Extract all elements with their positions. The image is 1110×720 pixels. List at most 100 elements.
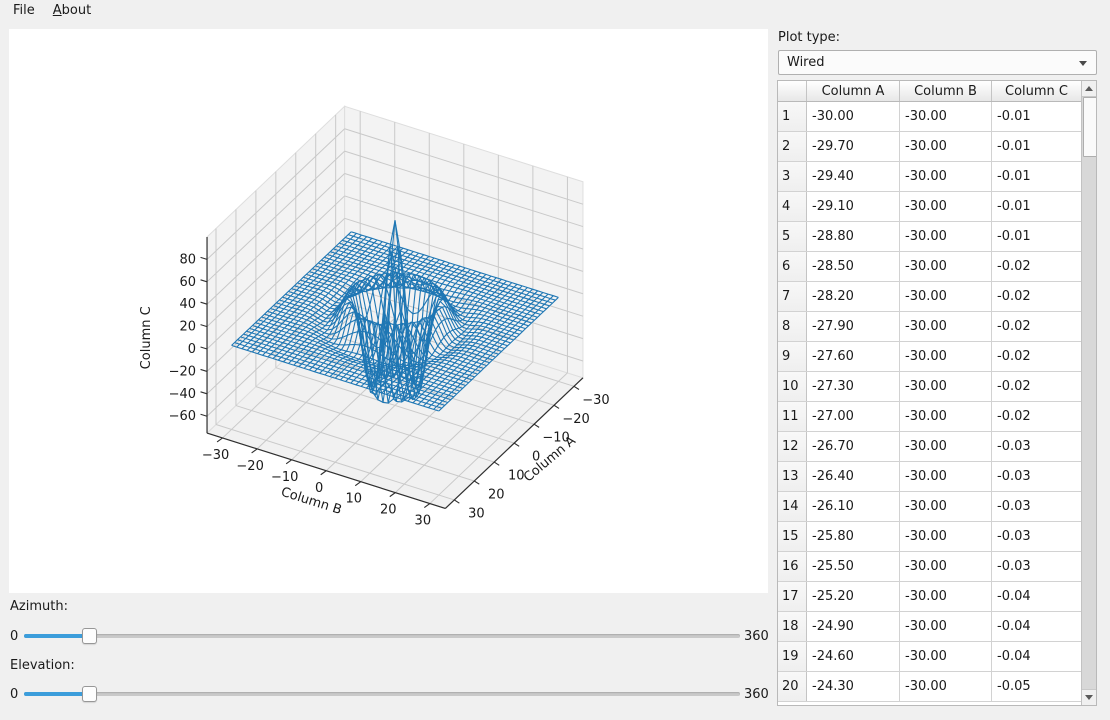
row-number-cell[interactable]: 20 bbox=[778, 672, 807, 701]
cell-column-a[interactable]: -26.70 bbox=[807, 432, 900, 461]
cell-column-c[interactable]: -0.03 bbox=[997, 529, 1031, 544]
cell-column-b[interactable]: -30.00 bbox=[900, 402, 992, 431]
row-number-cell[interactable]: 15 bbox=[778, 522, 807, 551]
cell-column-a[interactable]: -25.80 bbox=[807, 522, 900, 551]
cell-column-b[interactable]: -30.00 bbox=[900, 462, 992, 491]
row-number-cell[interactable]: 9 bbox=[778, 342, 807, 371]
cell-column-b[interactable]: -30.00 bbox=[900, 102, 992, 131]
cell-column-a[interactable]: -28.20 bbox=[807, 282, 900, 311]
row-number-cell[interactable]: 13 bbox=[778, 462, 807, 491]
row-number-cell[interactable]: 11 bbox=[778, 402, 807, 431]
cell-column-a[interactable]: -28.50 bbox=[807, 252, 900, 281]
cell-column-b[interactable]: -30.00 bbox=[900, 192, 992, 221]
column-b-header[interactable]: Column B bbox=[900, 81, 992, 101]
cell-column-b[interactable]: -30.00 bbox=[900, 672, 992, 701]
cell-column-b[interactable]: -30.00 bbox=[900, 342, 992, 371]
cell-column-a[interactable]: -26.40 bbox=[807, 462, 900, 491]
cell-column-a[interactable]: -24.90 bbox=[807, 612, 900, 641]
cell-column-c[interactable]: -0.04 bbox=[997, 649, 1031, 664]
scrollbar-thumb[interactable] bbox=[1083, 97, 1096, 157]
elevation-slider-handle[interactable] bbox=[82, 686, 98, 702]
row-number-cell[interactable]: 18 bbox=[778, 612, 807, 641]
cell-column-a[interactable]: -26.10 bbox=[807, 492, 900, 521]
row-number-cell[interactable]: 1 bbox=[778, 102, 807, 131]
cell-column-b[interactable]: -30.00 bbox=[900, 282, 992, 311]
row-number-cell[interactable]: 6 bbox=[778, 252, 807, 281]
row-number-cell[interactable]: 16 bbox=[778, 552, 807, 581]
cell-column-b[interactable]: -30.00 bbox=[900, 252, 992, 281]
cell-column-c[interactable]: -0.01 bbox=[997, 229, 1031, 244]
row-number-cell[interactable]: 5 bbox=[778, 222, 807, 251]
cell-column-a[interactable]: -28.80 bbox=[807, 222, 900, 251]
cell-column-a[interactable]: -25.50 bbox=[807, 552, 900, 581]
row-number-cell[interactable]: 12 bbox=[778, 432, 807, 461]
table-corner-header[interactable] bbox=[778, 81, 807, 101]
cell-column-b[interactable]: -30.00 bbox=[900, 222, 992, 251]
cell-column-c[interactable]: -0.01 bbox=[997, 199, 1031, 214]
cell-column-b[interactable]: -30.00 bbox=[900, 312, 992, 341]
cell-column-b[interactable]: -30.00 bbox=[900, 612, 992, 641]
cell-column-a[interactable]: -30.00 bbox=[807, 102, 900, 131]
cell-column-c[interactable]: -0.03 bbox=[997, 499, 1031, 514]
cell-column-a[interactable]: -27.90 bbox=[807, 312, 900, 341]
cell-column-c[interactable]: -0.02 bbox=[997, 259, 1031, 274]
cell-column-a[interactable]: -24.60 bbox=[807, 642, 900, 671]
cell-column-c[interactable]: -0.04 bbox=[997, 619, 1031, 634]
table-scrollbar[interactable] bbox=[1081, 81, 1096, 705]
cell-column-a[interactable]: -27.60 bbox=[807, 342, 900, 371]
row-number-cell[interactable]: 8 bbox=[778, 312, 807, 341]
menu-item-file[interactable]: File bbox=[13, 3, 35, 18]
cell-column-c[interactable]: -0.01 bbox=[997, 169, 1031, 184]
svg-text:−10: −10 bbox=[542, 431, 569, 446]
cell-column-c[interactable]: -0.05 bbox=[997, 679, 1031, 694]
cell-column-a[interactable]: -27.30 bbox=[807, 372, 900, 401]
cell-column-a[interactable]: -27.00 bbox=[807, 402, 900, 431]
cell-column-c[interactable]: -0.04 bbox=[997, 589, 1031, 604]
elevation-slider[interactable] bbox=[24, 686, 740, 702]
cell-column-b[interactable]: -30.00 bbox=[900, 642, 992, 671]
column-a-header[interactable]: Column A bbox=[807, 81, 900, 101]
cell-column-c[interactable]: -0.02 bbox=[997, 409, 1031, 424]
cell-column-b[interactable]: -30.00 bbox=[900, 432, 992, 461]
cell-column-a[interactable]: -24.30 bbox=[807, 672, 900, 701]
row-number-cell[interactable]: 3 bbox=[778, 162, 807, 191]
cell-column-b[interactable]: -30.00 bbox=[900, 552, 992, 581]
menu-bar: File About bbox=[0, 0, 1110, 21]
cell-column-c[interactable]: -0.02 bbox=[997, 349, 1031, 364]
row-number-cell[interactable]: 10 bbox=[778, 372, 807, 401]
cell-column-c[interactable]: -0.01 bbox=[997, 109, 1031, 124]
row-number-cell[interactable]: 14 bbox=[778, 492, 807, 521]
row-number-cell[interactable]: 17 bbox=[778, 582, 807, 611]
row-number-cell[interactable]: 19 bbox=[778, 642, 807, 671]
cell-column-c[interactable]: -0.03 bbox=[997, 559, 1031, 574]
azimuth-slider-handle[interactable] bbox=[82, 628, 98, 644]
cell-column-c[interactable]: -0.01 bbox=[997, 139, 1031, 154]
cell-column-c[interactable]: -0.03 bbox=[997, 469, 1031, 484]
svg-text:10: 10 bbox=[508, 469, 525, 484]
cell-column-b[interactable]: -30.00 bbox=[900, 492, 992, 521]
svg-text:10: 10 bbox=[345, 492, 362, 507]
cell-column-a[interactable]: -29.10 bbox=[807, 192, 900, 221]
row-number-cell[interactable]: 2 bbox=[778, 132, 807, 161]
scroll-down-button[interactable] bbox=[1082, 689, 1096, 705]
cell-column-b[interactable]: -30.00 bbox=[900, 582, 992, 611]
plot-type-dropdown[interactable]: Wired bbox=[778, 50, 1097, 75]
cell-column-b[interactable]: -30.00 bbox=[900, 522, 992, 551]
cell-column-b[interactable]: -30.00 bbox=[900, 132, 992, 161]
cell-column-c[interactable]: -0.02 bbox=[997, 319, 1031, 334]
menu-item-about[interactable]: About bbox=[52, 3, 92, 18]
cell-column-c[interactable]: -0.03 bbox=[997, 439, 1031, 454]
cell-column-c[interactable]: -0.02 bbox=[997, 289, 1031, 304]
azimuth-slider[interactable] bbox=[24, 628, 740, 644]
svg-text:−30: −30 bbox=[582, 393, 609, 408]
cell-column-b[interactable]: -30.00 bbox=[900, 372, 992, 401]
column-c-header[interactable]: Column C bbox=[1005, 83, 1068, 99]
cell-column-a[interactable]: -29.40 bbox=[807, 162, 900, 191]
cell-column-c[interactable]: -0.02 bbox=[997, 379, 1031, 394]
cell-column-a[interactable]: -29.70 bbox=[807, 132, 900, 161]
cell-column-a[interactable]: -25.20 bbox=[807, 582, 900, 611]
scroll-up-button[interactable] bbox=[1082, 81, 1096, 97]
row-number-cell[interactable]: 4 bbox=[778, 192, 807, 221]
row-number-cell[interactable]: 7 bbox=[778, 282, 807, 311]
cell-column-b[interactable]: -30.00 bbox=[900, 162, 992, 191]
